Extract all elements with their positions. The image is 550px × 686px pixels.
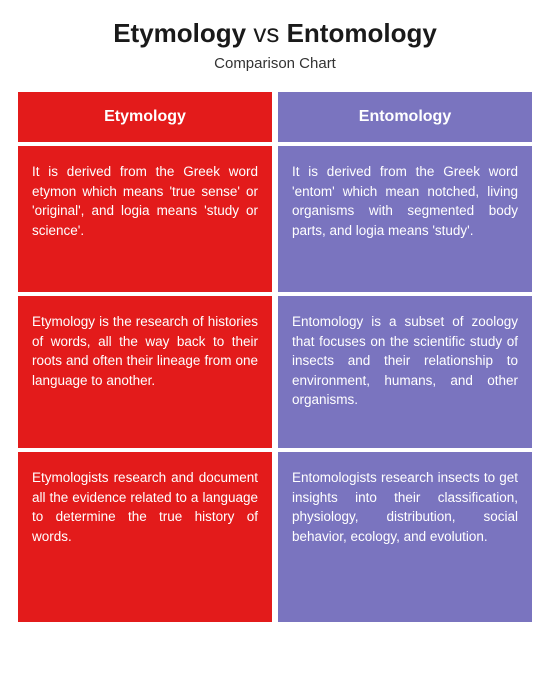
table-cell: Entomologists research insects to get in… [278,452,532,622]
table-cell: It is derived from the Greek word 'entom… [278,146,532,292]
column-entomology: Entomology It is derived from the Greek … [278,92,532,622]
table-cell: Entomology is a subset of zoology that f… [278,296,532,448]
page-title: Etymology vs Entomology [18,18,532,49]
logo-text: Difference Between.net [468,647,524,667]
title-right: Entomology [287,18,437,48]
title-mid: vs [253,18,279,48]
subtitle: Comparison Chart [18,55,532,72]
table-cell: Etymologists research and document all t… [18,452,272,622]
table-cell: It is derived from the Greek word etymon… [18,146,272,292]
table-cell: Etymology is the research of histories o… [18,296,272,448]
logo-line2: Between.net [468,657,524,667]
source-logo: DB Difference Between.net [436,646,524,668]
column-header-left: Etymology [18,92,272,142]
comparison-table: Etymology It is derived from the Greek w… [18,92,532,622]
logo-initials: DB [436,646,464,668]
title-left: Etymology [113,18,246,48]
column-etymology: Etymology It is derived from the Greek w… [18,92,272,622]
column-header-right: Entomology [278,92,532,142]
